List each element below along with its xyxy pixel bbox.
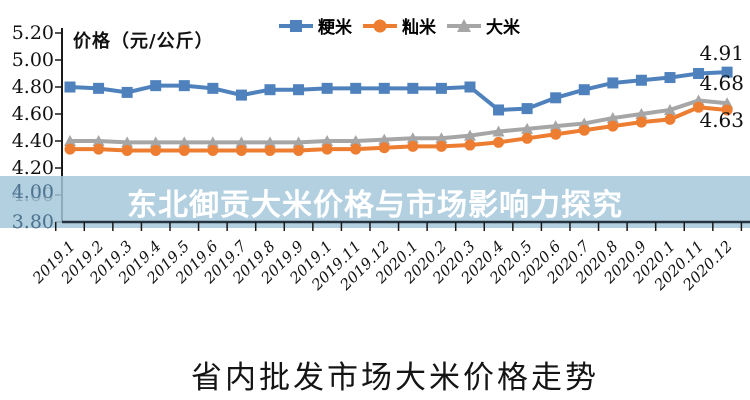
data-point-marker	[64, 81, 76, 93]
data-point-marker	[235, 144, 247, 156]
end-value-label: 4.91	[699, 41, 744, 65]
legend-item-jingmi: 粳米	[279, 13, 352, 38]
data-point-marker	[149, 136, 162, 148]
data-point-marker	[93, 143, 105, 155]
data-point-marker	[407, 140, 419, 152]
data-point-marker	[407, 82, 419, 94]
data-point-marker	[178, 144, 190, 156]
data-point-marker	[721, 66, 733, 78]
headline-banner-title: 东北御贡大米价格与市场影响力探究	[127, 189, 623, 222]
data-point-marker	[350, 143, 362, 155]
y-axis-tick-label: 4.80	[12, 76, 54, 98]
data-point-marker	[435, 132, 448, 144]
data-point-marker	[321, 135, 334, 146]
data-point-marker	[264, 84, 276, 96]
data-point-marker	[663, 103, 676, 115]
data-point-marker	[378, 133, 391, 145]
chart-bottom-title: 省内批发市场大米价格走势	[191, 360, 599, 396]
legend-marker-circle-icon	[363, 19, 397, 32]
data-point-marker	[492, 125, 505, 137]
legend-item-dami: 大米	[447, 13, 520, 38]
data-point-marker	[263, 136, 276, 148]
data-point-marker	[178, 136, 191, 148]
data-point-marker	[293, 84, 305, 96]
data-point-marker	[406, 132, 419, 144]
data-point-marker	[693, 68, 705, 79]
data-point-marker	[635, 74, 647, 86]
data-point-marker	[521, 122, 534, 134]
data-point-marker	[293, 144, 305, 156]
data-point-marker	[150, 80, 162, 92]
data-point-marker	[521, 132, 533, 144]
data-point-marker	[206, 136, 219, 148]
data-point-marker	[121, 144, 133, 156]
data-point-marker	[321, 82, 333, 94]
y-axis-tick-label: 4.60	[12, 103, 54, 125]
data-point-marker	[493, 136, 505, 148]
y-axis-title: 价格（元/公斤）	[73, 31, 214, 52]
y-axis-tick-label: 4.00	[12, 181, 54, 203]
data-point-marker	[493, 104, 505, 116]
data-point-marker	[521, 103, 533, 115]
data-point-marker	[93, 82, 105, 94]
data-point-marker	[607, 120, 619, 132]
data-point-marker	[463, 129, 476, 141]
legend-label-jingmi: 粳米	[318, 18, 352, 38]
legend: 粳米 籼米 大米	[279, 13, 520, 38]
y-axis-tick-label: 4.20	[12, 157, 54, 179]
y-axis-tick-label: 5.00	[12, 49, 54, 71]
data-point-marker	[464, 81, 476, 93]
data-point-marker	[350, 82, 362, 94]
data-point-marker	[549, 120, 562, 132]
data-point-marker	[721, 104, 733, 116]
legend-label-xianmi: 籼米	[402, 18, 436, 38]
data-point-marker	[64, 135, 76, 146]
data-point-marker	[664, 72, 676, 84]
legend-marker-square-icon	[279, 19, 313, 32]
data-point-marker	[635, 116, 647, 128]
headline-banner-rect	[0, 176, 750, 228]
data-point-marker	[635, 108, 648, 119]
data-point-marker	[578, 84, 590, 96]
data-point-marker	[606, 112, 619, 124]
data-point-marker	[150, 144, 162, 156]
data-point-marker	[435, 140, 447, 152]
data-point-marker	[207, 82, 219, 94]
legend-item-xianmi: 籼米	[363, 13, 436, 38]
data-point-marker	[264, 144, 276, 156]
data-point-marker	[550, 128, 562, 140]
data-point-marker	[321, 143, 333, 155]
end-value-label: 4.68	[699, 71, 744, 95]
series-line-大米	[70, 98, 728, 145]
data-point-marker	[349, 135, 362, 146]
data-point-marker	[378, 142, 390, 154]
legend-marker-triangle-icon	[447, 18, 481, 32]
data-point-marker	[64, 143, 76, 155]
data-point-marker	[550, 92, 562, 104]
data-point-marker	[235, 89, 247, 101]
data-point-marker	[92, 135, 105, 146]
data-point-marker	[178, 80, 190, 92]
end-value-label: 4.63	[699, 108, 744, 132]
data-point-marker	[578, 124, 590, 136]
data-point-marker	[464, 139, 476, 151]
y-axis-tick-label: 3.80	[12, 211, 54, 233]
data-point-marker	[207, 144, 219, 156]
data-point-marker	[235, 136, 248, 148]
series-line-粳米	[69, 70, 728, 112]
data-point-marker	[121, 136, 134, 148]
data-point-marker	[607, 77, 619, 89]
legend-label-dami: 大米	[486, 18, 520, 38]
data-point-marker	[664, 113, 676, 125]
data-point-marker	[292, 136, 305, 148]
data-point-marker	[435, 82, 447, 94]
y-axis-tick-label: 5.20	[12, 22, 54, 44]
y-axis-tick-label: 4.40	[12, 130, 54, 152]
data-point-marker	[121, 86, 133, 98]
data-point-marker	[378, 82, 390, 94]
data-point-marker	[693, 101, 705, 113]
